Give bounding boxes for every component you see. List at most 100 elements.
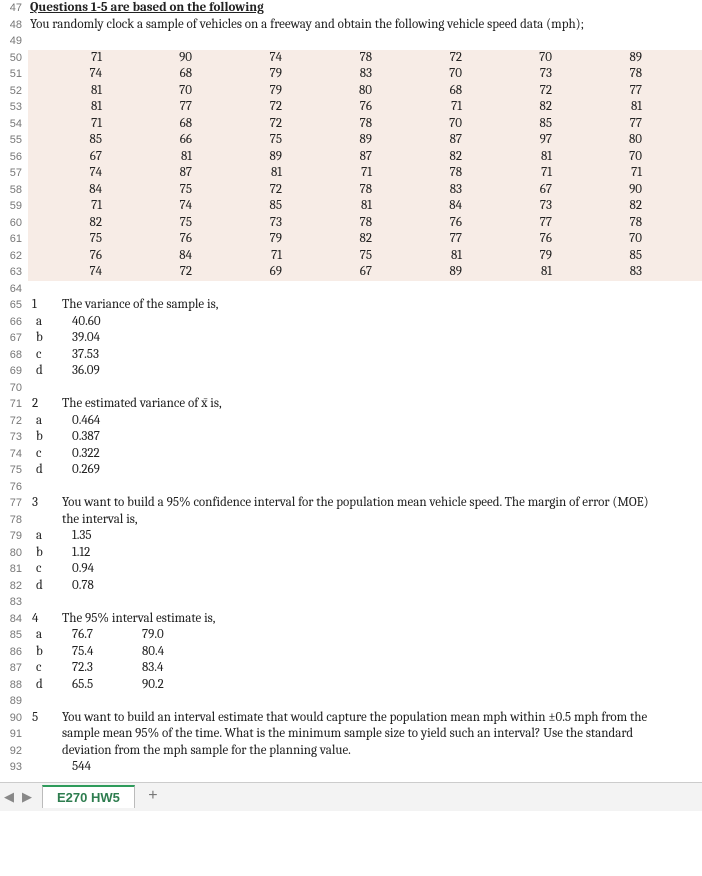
row-num: 73 <box>0 429 28 446</box>
data-cell: 79 <box>480 248 570 265</box>
opt-a: a <box>30 528 54 545</box>
data-cell: 76 <box>480 231 570 248</box>
data-cell: 74 <box>120 198 210 215</box>
data-cell: 82 <box>570 198 660 215</box>
data-cell: 74 <box>210 50 300 67</box>
opt-b: b <box>30 429 54 446</box>
opt-a: a <box>30 627 54 644</box>
tab-nav-next-icon[interactable]: ▶ <box>18 789 36 805</box>
data-cell: 77 <box>480 215 570 232</box>
data-cell: 87 <box>300 149 390 166</box>
row-num: 67 <box>0 330 28 347</box>
data-cell: 79 <box>660 215 702 232</box>
intro-text: You randomly clock a sample of vehicles … <box>28 17 702 34</box>
data-cell: 78 <box>300 215 390 232</box>
row-num: 76 <box>0 479 28 496</box>
data-cell: 77 <box>570 116 660 133</box>
data-cell: 71 <box>390 99 480 116</box>
q3-text2: the interval is, <box>50 512 138 527</box>
data-cell: 81 <box>660 248 702 265</box>
row-num: 60 <box>0 215 28 232</box>
row-num: 92 <box>0 743 28 760</box>
tab-nav-prev-icon[interactable]: ◀ <box>0 789 18 805</box>
row-num: 87 <box>0 660 28 677</box>
row-num: 56 <box>0 149 28 166</box>
row-num: 48 <box>0 17 28 34</box>
row-num: 64 <box>0 281 28 298</box>
q3-num: 3 <box>30 495 50 512</box>
q4-c1: 72.3 <box>54 660 142 677</box>
row-num: 72 <box>0 413 28 430</box>
row-num: 53 <box>0 99 28 116</box>
data-cell: 76 <box>300 99 390 116</box>
data-cell: 84 <box>120 248 210 265</box>
data-cell: 70 <box>570 149 660 166</box>
add-tab-icon[interactable]: + <box>141 787 165 807</box>
row-num: 80 <box>0 545 28 562</box>
data-row: 747269678981837074 <box>28 264 702 281</box>
q2-d: 0.269 <box>54 462 100 479</box>
row-num: 70 <box>0 380 28 397</box>
data-cell: 74 <box>30 66 120 83</box>
data-row: 817772767182817070 <box>28 99 702 116</box>
data-cell: 70 <box>660 264 702 281</box>
q4-a1: 76.7 <box>54 627 142 644</box>
row-num: 59 <box>0 198 28 215</box>
data-cell: 66 <box>120 132 210 149</box>
data-cell: 75 <box>120 182 210 199</box>
row-num: 90 <box>0 710 28 727</box>
q5-l3: deviation from the mph sample for the pl… <box>50 743 351 758</box>
q3-text1: You want to build a 95% confidence inter… <box>50 495 649 510</box>
data-row: 748781717871718387 <box>28 165 702 182</box>
row-num: 75 <box>0 462 28 479</box>
data-cell: 74 <box>660 50 702 67</box>
row-num: 63 <box>0 264 28 281</box>
data-cell: 75 <box>210 132 300 149</box>
q3-c: 0.94 <box>54 561 94 578</box>
data-cell: 89 <box>570 50 660 67</box>
data-cell: 67 <box>30 149 120 166</box>
data-cell: 81 <box>30 83 120 100</box>
data-cell: 89 <box>660 231 702 248</box>
row-num: 89 <box>0 693 28 710</box>
data-cell: 67 <box>480 182 570 199</box>
opt-b: b <box>30 330 54 347</box>
data-cell: 73 <box>480 198 570 215</box>
data-cell: 85 <box>480 116 570 133</box>
data-cell: 70 <box>390 66 480 83</box>
data-cell: 72 <box>480 83 570 100</box>
row-num: 78 <box>0 512 28 529</box>
q2-text: The estimated variance of x̄ is, <box>50 396 222 411</box>
data-cell: 81 <box>480 149 570 166</box>
q5-l2: sample mean 95% of the time. What is the… <box>50 726 633 741</box>
q1-d: 36.09 <box>54 363 100 380</box>
data-cell: 79 <box>210 231 300 248</box>
data-cell: 71 <box>570 165 660 182</box>
q1-num: 1 <box>30 297 50 314</box>
data-cell: 89 <box>210 149 300 166</box>
row-num: 57 <box>0 165 28 182</box>
data-cell: 75 <box>300 248 390 265</box>
data-cell: 83 <box>660 165 702 182</box>
sheet-tab-bar: ◀ ▶ E270 HW5 + <box>0 782 702 811</box>
row-num: 93 <box>0 759 28 776</box>
data-cell: 70 <box>480 50 570 67</box>
row-num: 50 <box>0 50 28 67</box>
data-cell: 78 <box>300 116 390 133</box>
data-cell: 85 <box>570 248 660 265</box>
tab-active[interactable]: E270 HW5 <box>42 785 135 808</box>
data-cell: 83 <box>390 182 480 199</box>
row-num: 58 <box>0 182 28 199</box>
row-num: 79 <box>0 528 28 545</box>
data-cell: 68 <box>120 66 210 83</box>
data-cell: 87 <box>390 132 480 149</box>
opt-d: d <box>30 578 54 595</box>
row-num: 49 <box>0 33 28 50</box>
data-row: 678189878281708585 <box>28 149 702 166</box>
data-row: 757679827776708976 <box>28 231 702 248</box>
q1-b: 39.04 <box>54 330 100 347</box>
data-cell: 67 <box>300 264 390 281</box>
data-cell: 78 <box>570 66 660 83</box>
row-num: 81 <box>0 561 28 578</box>
data-cell: 73 <box>210 215 300 232</box>
